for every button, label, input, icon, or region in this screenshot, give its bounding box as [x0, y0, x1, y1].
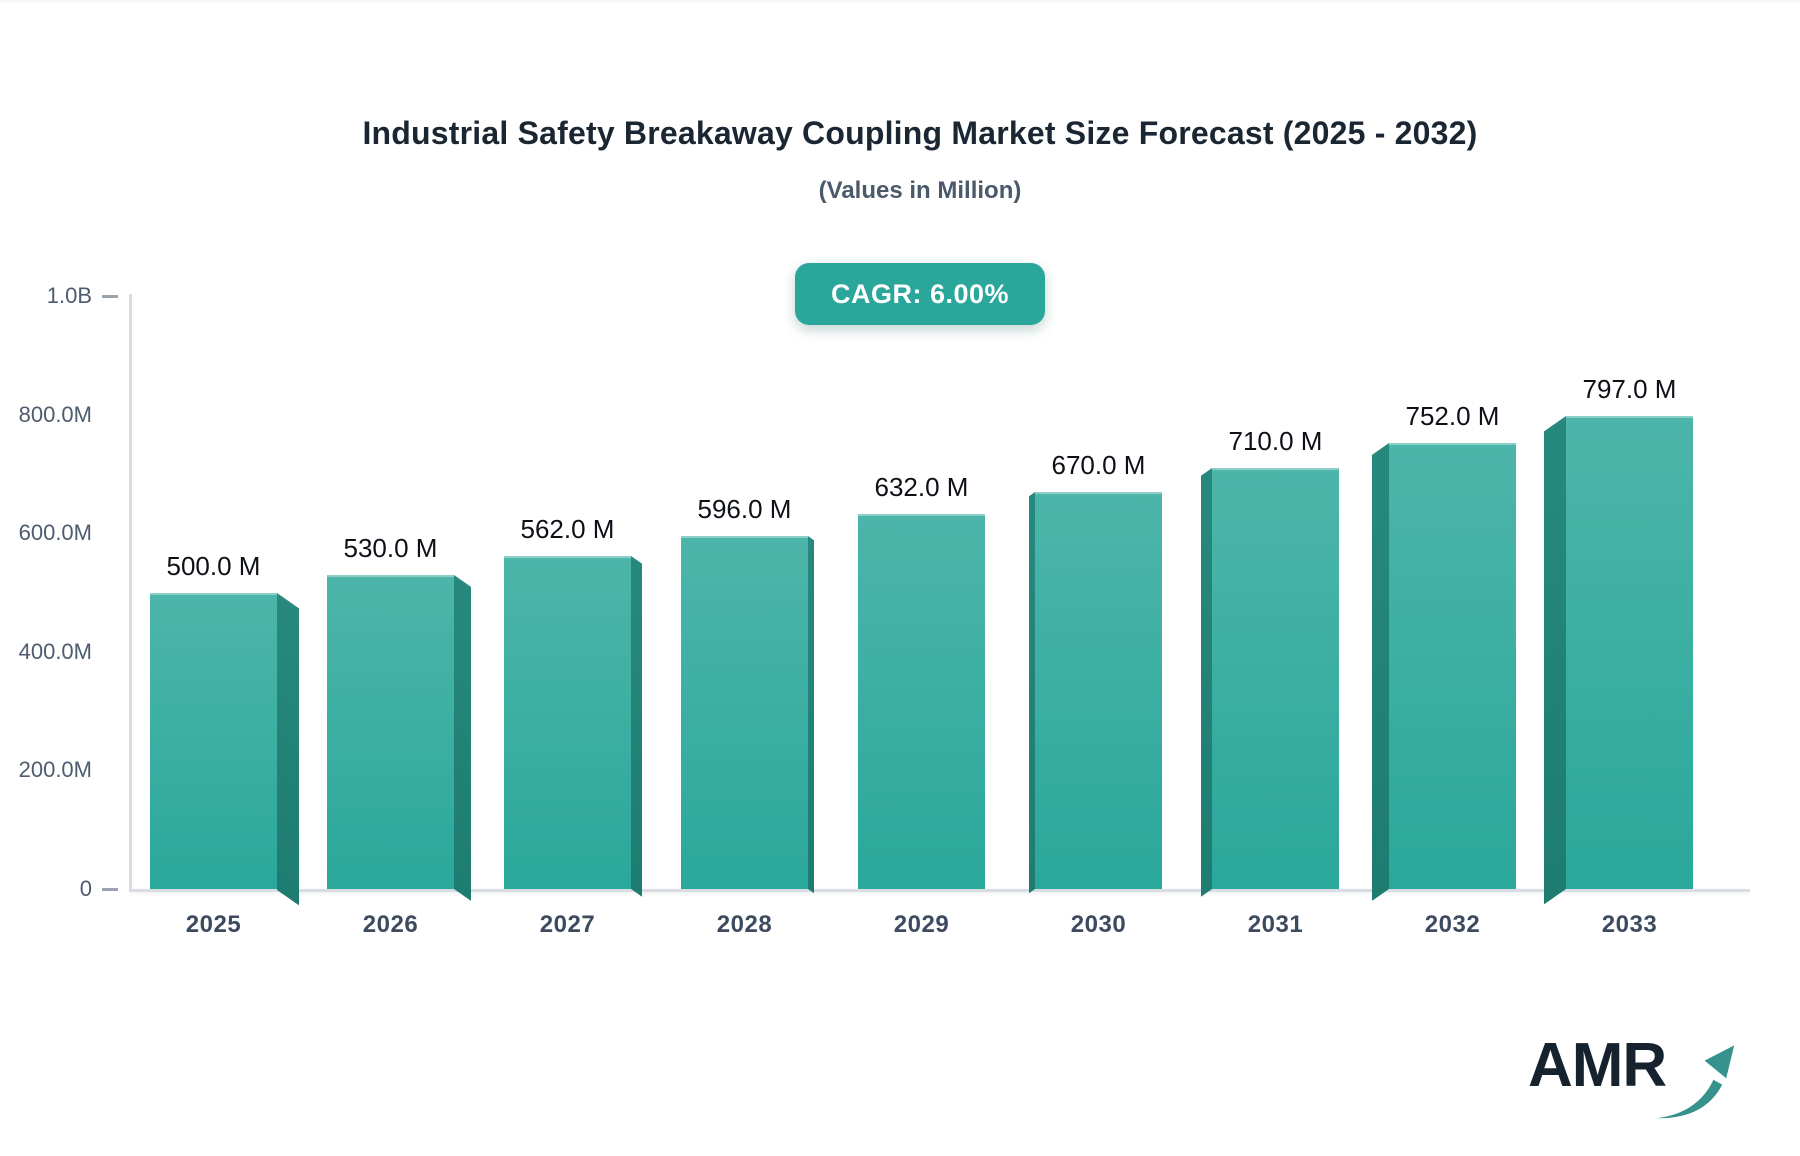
x-axis-category-label: 2031 — [1247, 911, 1304, 938]
y-axis-tick-mark — [102, 888, 118, 891]
chart-subtitle: (Values in Million) — [818, 177, 1022, 204]
bar[interactable] — [1035, 491, 1162, 889]
bar-3d-side[interactable] — [631, 555, 642, 897]
x-axis-category-label: 2028 — [716, 911, 773, 938]
amr-logo: AMR — [1528, 1033, 1738, 1123]
bar-value-label: 752.0 M — [1405, 401, 1500, 432]
x-axis-category-label: 2025 — [185, 911, 242, 938]
bar-value-label: 797.0 M — [1582, 374, 1677, 405]
bar-value-label: 632.0 M — [874, 472, 969, 503]
bar-3d-side[interactable] — [1544, 416, 1566, 905]
x-axis-category-label: 2030 — [1070, 911, 1127, 938]
y-axis-tick-label: 1.0B — [46, 283, 92, 308]
bar[interactable] — [681, 535, 808, 889]
bar-value-label: 596.0 M — [697, 493, 792, 524]
y-axis-line — [129, 294, 132, 889]
bar[interactable] — [327, 574, 454, 889]
bar-value-label: 562.0 M — [520, 513, 615, 544]
bar[interactable] — [1212, 467, 1339, 889]
badge-row: CAGR: 6.00% — [140, 263, 1700, 325]
growth-arrow-icon — [1656, 1045, 1735, 1119]
y-axis-tick-label: 400.0M — [18, 638, 92, 664]
x-axis-category-label: 2027 — [539, 911, 596, 938]
y-axis-tick-label: 800.0M — [18, 401, 92, 427]
bar-value-label: 710.0 M — [1228, 425, 1323, 456]
bar[interactable] — [504, 555, 631, 889]
bar-3d-side[interactable] — [277, 592, 299, 905]
y-axis-tick-label: 200.0M — [18, 757, 92, 783]
x-axis-category-label: 2033 — [1601, 911, 1658, 938]
y-axis-tick-mark — [102, 295, 118, 298]
x-axis-line — [129, 889, 1750, 892]
x-axis-category-label: 2026 — [362, 911, 419, 938]
bar-value-label: 670.0 M — [1051, 449, 1146, 480]
bar[interactable] — [858, 514, 985, 889]
bar[interactable] — [150, 592, 277, 889]
x-axis-category-label: 2032 — [1424, 911, 1481, 938]
bar-3d-side[interactable] — [454, 574, 471, 901]
y-axis-tick-label: 0 — [79, 876, 92, 901]
chart-title: Industrial Safety Breakaway Coupling Mar… — [362, 115, 1478, 151]
bar-3d-side[interactable] — [1372, 443, 1389, 901]
y-axis-tick-label: 600.0M — [18, 520, 92, 546]
bar-value-label: 500.0 M — [166, 550, 261, 581]
bar-3d-side[interactable] — [1201, 467, 1212, 897]
bar-value-label: 530.0 M — [343, 532, 438, 563]
bar-3d-side[interactable] — [808, 535, 814, 894]
x-axis-category-label: 2029 — [893, 911, 950, 938]
bar[interactable] — [1389, 443, 1516, 889]
bar-chart-plot: 1.0B 800.0M 600.0M 400.0M 200.0M 0 500.0 M 2025… — [0, 3, 1800, 1156]
amr-logo-text: AMR — [1528, 1031, 1667, 1100]
bar[interactable] — [1566, 416, 1693, 889]
cagr-badge: CAGR: 6.00% — [794, 263, 1046, 325]
